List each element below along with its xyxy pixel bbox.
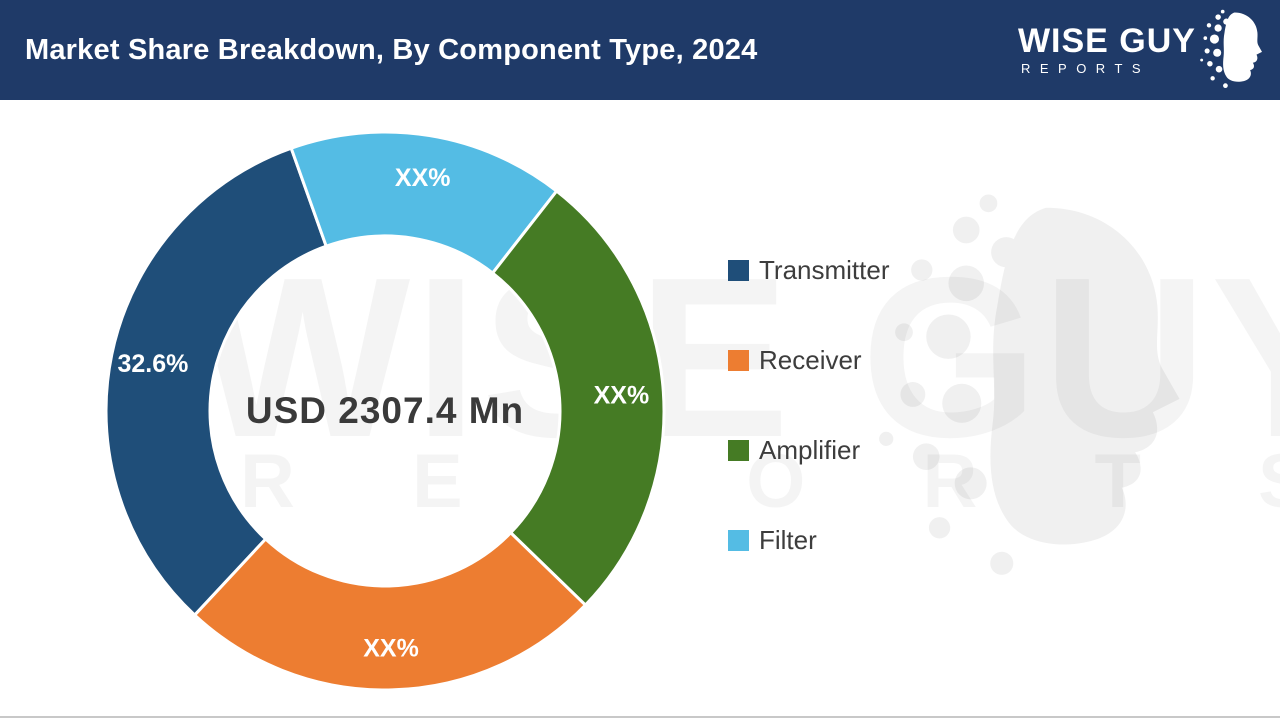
legend-label-receiver: Receiver — [759, 345, 862, 375]
legend-item-receiver: Receiver — [728, 345, 890, 375]
donut-slice-filter — [289, 130, 559, 275]
legend-swatch-filter — [728, 529, 749, 551]
watermark-text-reports: R E P O R T S — [240, 438, 1280, 525]
chart-center-value: USD 2307.4 Mn — [246, 390, 524, 431]
slice-label-receiver: XX% — [363, 635, 419, 663]
watermark-face-icon — [879, 194, 1180, 575]
legend-swatch-amplifier — [728, 439, 749, 461]
donut-slice-transmitter — [104, 146, 328, 617]
legend-item-transmitter: Transmitter — [728, 255, 890, 285]
legend-item-amplifier: Amplifier — [728, 435, 890, 465]
slice-label-filter: XX% — [395, 164, 451, 192]
header: Market Share Breakdown, By Component Typ… — [0, 0, 1280, 100]
donut-chart: 32.6% XX% XX% XX% USD 2307.4 Mn — [104, 130, 666, 692]
logo-subtitle: REPORTS — [1020, 61, 1151, 77]
page-title: Market Share Breakdown, By Component Typ… — [25, 33, 758, 66]
legend-swatch-receiver — [728, 349, 749, 371]
logo-wordmark: WISE GUY — [1017, 21, 1196, 60]
chart-legend: Transmitter Receiver Amplifier Filter — [728, 255, 890, 615]
bottom-divider — [0, 716, 1280, 718]
donut-slice-amplifier — [491, 189, 666, 607]
logo-text: WISE GUY REPORTS — [1017, 21, 1196, 77]
legend-label-filter: Filter — [759, 525, 817, 555]
legend-label-amplifier: Amplifier — [759, 435, 861, 465]
slice-label-transmitter: 32.6% — [117, 350, 188, 378]
donut-slice-receiver — [193, 531, 587, 692]
legend-label-transmitter: Transmitter — [759, 255, 890, 285]
legend-swatch-transmitter — [728, 259, 749, 281]
wise-guy-logo: WISE GUY REPORTS — [1018, 6, 1262, 94]
face-profile-icon — [1200, 9, 1262, 89]
legend-item-filter: Filter — [728, 525, 890, 555]
slice-label-amplifier: XX% — [594, 381, 650, 409]
